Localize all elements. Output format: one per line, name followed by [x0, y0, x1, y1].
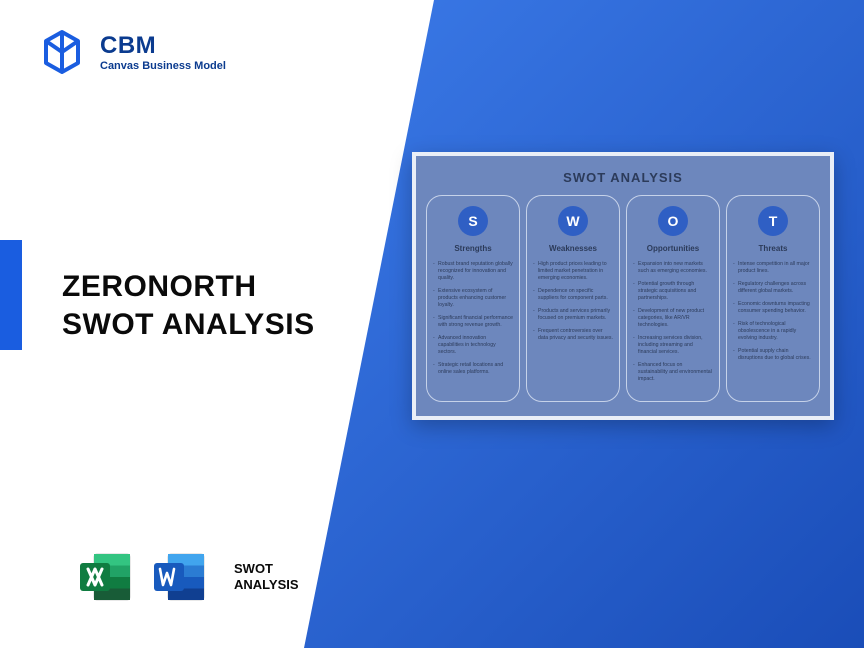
swot-item: Regulatory challenges across different g…	[733, 281, 813, 295]
swot-heading: Threats	[759, 244, 788, 253]
file-icons-row: SWOT ANALYSIS	[76, 548, 299, 606]
swot-item: Increasing services division, including …	[633, 335, 713, 356]
swot-list: High product prices leading to limited m…	[533, 261, 613, 348]
icons-label-line-2: ANALYSIS	[234, 577, 299, 593]
title-line-2: SWOT ANALYSIS	[62, 306, 315, 344]
swot-item: Potential growth through strategic acqui…	[633, 281, 713, 302]
swot-heading: Strengths	[454, 244, 491, 253]
page-title: ZERONORTH SWOT ANALYSIS	[62, 268, 315, 343]
swot-list: Expansion into new markets such as emerg…	[633, 261, 713, 389]
title-line-1: ZERONORTH	[62, 268, 315, 306]
swot-item: Strategic retail locations and online sa…	[433, 362, 513, 376]
swot-letter-w: W	[558, 206, 588, 236]
swot-column-o: O Opportunities Expansion into new markets…	[626, 195, 720, 402]
swot-item: Dependence on specific suppliers for com…	[533, 288, 613, 302]
swot-heading: Weaknesses	[549, 244, 597, 253]
swot-item: Economic downturns impacting consumer sp…	[733, 301, 813, 315]
accent-bar	[0, 240, 22, 350]
swot-item: Frequent controversies over data privacy…	[533, 328, 613, 342]
icons-label: SWOT ANALYSIS	[234, 561, 299, 594]
swot-item: Intense competition in all major product…	[733, 261, 813, 275]
swot-column-s: S Strengths Robust brand reputation global…	[426, 195, 520, 402]
diagram-title: SWOT ANALYSIS	[426, 170, 820, 185]
logo-title: CBM	[100, 32, 226, 60]
swot-column-t: T Threats Intense competition in all major…	[726, 195, 820, 402]
swot-letter-o: O	[658, 206, 688, 236]
logo-block: CBM Canvas Business Model	[38, 28, 226, 76]
swot-column-w: W Weaknesses High product prices leading t…	[526, 195, 620, 402]
icons-label-line-1: SWOT	[234, 561, 299, 577]
swot-item: Development of new product categories, l…	[633, 308, 713, 329]
logo-text: CBM Canvas Business Model	[100, 32, 226, 72]
swot-item: Expansion into new markets such as emerg…	[633, 261, 713, 275]
swot-item: Enhanced focus on sustainability and env…	[633, 362, 713, 383]
swot-item: Products and services primarily focused …	[533, 308, 613, 322]
swot-item: Potential supply chain disruptions due t…	[733, 348, 813, 362]
swot-grid: S Strengths Robust brand reputation global…	[426, 195, 820, 402]
swot-list: Intense competition in all major product…	[733, 261, 813, 368]
swot-letter-s: S	[458, 206, 488, 236]
swot-diagram-card: SWOT ANALYSIS S Strengths Robust brand rep…	[412, 152, 834, 420]
logo-subtitle: Canvas Business Model	[100, 60, 226, 72]
swot-list: Robust brand reputation globally recogni…	[433, 261, 513, 382]
swot-item: Risk of technological obsolescence in a …	[733, 321, 813, 342]
swot-letter-t: T	[758, 206, 788, 236]
swot-item: Extensive ecosystem of products enhancin…	[433, 288, 513, 309]
swot-item: Advanced innovation capabilities in tech…	[433, 335, 513, 356]
excel-icon	[76, 548, 134, 606]
swot-item: High product prices leading to limited m…	[533, 261, 613, 282]
swot-item: Significant financial performance with s…	[433, 315, 513, 329]
swot-heading: Opportunities	[647, 244, 699, 253]
cbm-logo-icon	[38, 28, 86, 76]
swot-item: Robust brand reputation globally recogni…	[433, 261, 513, 282]
word-icon	[150, 548, 208, 606]
